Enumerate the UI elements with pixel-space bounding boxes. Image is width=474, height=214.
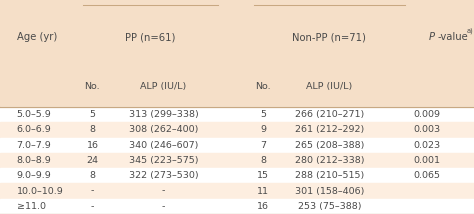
- Text: 8.0–8.9: 8.0–8.9: [17, 156, 51, 165]
- Bar: [0, 122, 474, 138]
- Text: P: P: [427, 32, 435, 42]
- Text: 8: 8: [90, 125, 95, 134]
- Text: Non-PP (n=71): Non-PP (n=71): [292, 32, 366, 42]
- Text: 8: 8: [260, 156, 266, 165]
- Text: 7: 7: [260, 141, 266, 150]
- Text: 8: 8: [90, 171, 95, 180]
- Bar: [0, 107, 474, 122]
- Text: 280 (212–338): 280 (212–338): [295, 156, 364, 165]
- Text: 5: 5: [90, 110, 95, 119]
- Text: ≥11.0: ≥11.0: [17, 202, 46, 211]
- Text: 9.0–9.9: 9.0–9.9: [17, 171, 51, 180]
- Text: 15: 15: [257, 171, 269, 180]
- Text: 345 (223–575): 345 (223–575): [129, 156, 198, 165]
- Text: 0.009: 0.009: [413, 110, 440, 119]
- Text: ALP (IU/L): ALP (IU/L): [140, 82, 187, 91]
- Text: 313 (299–338): 313 (299–338): [128, 110, 199, 119]
- Text: -: -: [162, 187, 165, 196]
- Text: 322 (273–530): 322 (273–530): [129, 171, 198, 180]
- Text: No.: No.: [85, 82, 100, 91]
- Text: PP (n=61): PP (n=61): [125, 32, 176, 42]
- Text: 0.023: 0.023: [413, 141, 440, 150]
- Text: 308 (262–400): 308 (262–400): [129, 125, 198, 134]
- Text: -value: -value: [437, 32, 468, 42]
- Bar: [0, 138, 474, 153]
- Text: 9: 9: [260, 125, 266, 134]
- Text: 5.0–5.9: 5.0–5.9: [17, 110, 51, 119]
- Text: 11: 11: [257, 187, 269, 196]
- Text: -: -: [91, 187, 94, 196]
- Text: 10.0–10.9: 10.0–10.9: [17, 187, 64, 196]
- Text: 5: 5: [260, 110, 266, 119]
- Text: 266 (210–271): 266 (210–271): [295, 110, 364, 119]
- Text: 7.0–7.9: 7.0–7.9: [17, 141, 51, 150]
- Text: 16: 16: [257, 202, 269, 211]
- Text: 16: 16: [86, 141, 99, 150]
- Text: 6.0–6.9: 6.0–6.9: [17, 125, 51, 134]
- Text: Age (yr): Age (yr): [17, 32, 57, 42]
- Text: -: -: [91, 202, 94, 211]
- Text: 253 (75–388): 253 (75–388): [298, 202, 361, 211]
- Text: a): a): [467, 27, 474, 34]
- Text: 0.065: 0.065: [413, 171, 440, 180]
- Bar: [0, 0, 474, 107]
- Text: 301 (158–406): 301 (158–406): [295, 187, 364, 196]
- Text: 0.001: 0.001: [413, 156, 440, 165]
- Text: 0.003: 0.003: [413, 125, 440, 134]
- Text: No.: No.: [255, 82, 271, 91]
- Bar: [0, 153, 474, 168]
- Bar: [0, 199, 474, 214]
- Text: -: -: [162, 202, 165, 211]
- Text: 261 (212–292): 261 (212–292): [295, 125, 364, 134]
- Text: ALP (IU/L): ALP (IU/L): [306, 82, 353, 91]
- Bar: [0, 168, 474, 183]
- Text: 265 (208–388): 265 (208–388): [295, 141, 364, 150]
- Text: 340 (246–607): 340 (246–607): [129, 141, 198, 150]
- Text: 24: 24: [86, 156, 99, 165]
- Bar: [0, 183, 474, 199]
- Text: 288 (210–515): 288 (210–515): [295, 171, 364, 180]
